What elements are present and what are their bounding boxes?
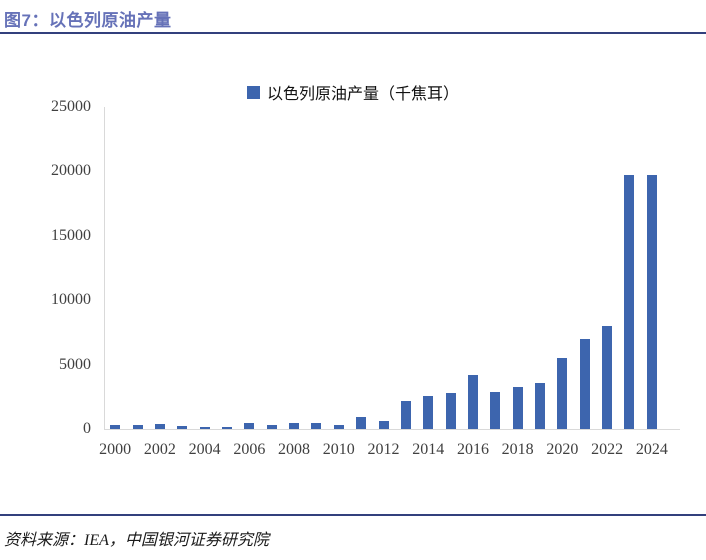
bar-2008	[289, 423, 300, 429]
chart-legend: 以色列原油产量（千焦耳）	[0, 80, 706, 104]
x-tick-label: 2004	[188, 441, 221, 458]
bar-2005	[221, 426, 232, 429]
y-tick-label: 15000	[51, 226, 91, 244]
bar-2019	[535, 382, 546, 429]
bar-2013	[400, 400, 411, 429]
bar-2009	[311, 423, 322, 429]
bar-2000	[110, 425, 121, 429]
x-tick-label: 2010	[322, 441, 355, 458]
bar-2012	[378, 421, 389, 429]
bar-2022	[602, 325, 613, 429]
bar-2010	[333, 425, 344, 429]
bar-2006	[244, 422, 255, 429]
x-tick-label: 2000	[99, 441, 132, 458]
bar-2024	[646, 175, 657, 429]
plot-area	[104, 107, 680, 430]
bar-2003	[177, 425, 188, 429]
chart-area: 0 5000 10000 15000 20000 25000 2000 2002 2004 20…	[51, 98, 680, 458]
source-note: 资料来源：IEA，中国银河证券研究院	[4, 532, 269, 549]
bar-2020	[557, 358, 568, 429]
x-tick-label: 2002	[143, 441, 176, 458]
legend-color-swatch	[246, 85, 260, 99]
bar-2017	[490, 392, 501, 429]
figure-title: 图7：以色列原油产量	[4, 11, 172, 30]
bar-2023	[624, 175, 635, 429]
x-tick-label: 2012	[367, 441, 400, 458]
bar-2007	[266, 424, 277, 429]
bar-2021	[579, 338, 590, 429]
bar-2002	[154, 423, 165, 429]
x-tick-label: 2018	[501, 441, 534, 458]
footer-divider	[0, 514, 706, 516]
bar-2004	[199, 426, 210, 429]
x-tick-label: 2016	[456, 441, 489, 458]
bar-2018	[512, 387, 523, 429]
bar-2015	[445, 392, 456, 429]
bar-2001	[132, 425, 143, 429]
bar-2014	[423, 396, 434, 429]
x-tick-label: 2024	[635, 441, 668, 458]
y-tick-label: 0	[83, 420, 91, 437]
x-tick-label: 2022	[591, 441, 624, 458]
y-tick-label: 20000	[51, 162, 91, 180]
y-axis-line	[104, 107, 105, 429]
x-tick-label: 2014	[412, 441, 445, 458]
legend-label: 以色列原油产量（千焦耳）	[266, 86, 459, 103]
x-tick-label: 2006	[233, 441, 266, 458]
bar-2016	[467, 374, 478, 429]
y-tick-label: 5000	[59, 355, 91, 373]
title-divider	[0, 32, 706, 34]
x-axis-line	[104, 429, 680, 430]
x-tick-label: 2008	[278, 441, 311, 458]
y-tick-label: 25000	[51, 98, 91, 115]
x-tick-label: 2020	[546, 441, 579, 458]
bar-2011	[356, 416, 367, 429]
y-tick-label: 10000	[51, 291, 91, 309]
